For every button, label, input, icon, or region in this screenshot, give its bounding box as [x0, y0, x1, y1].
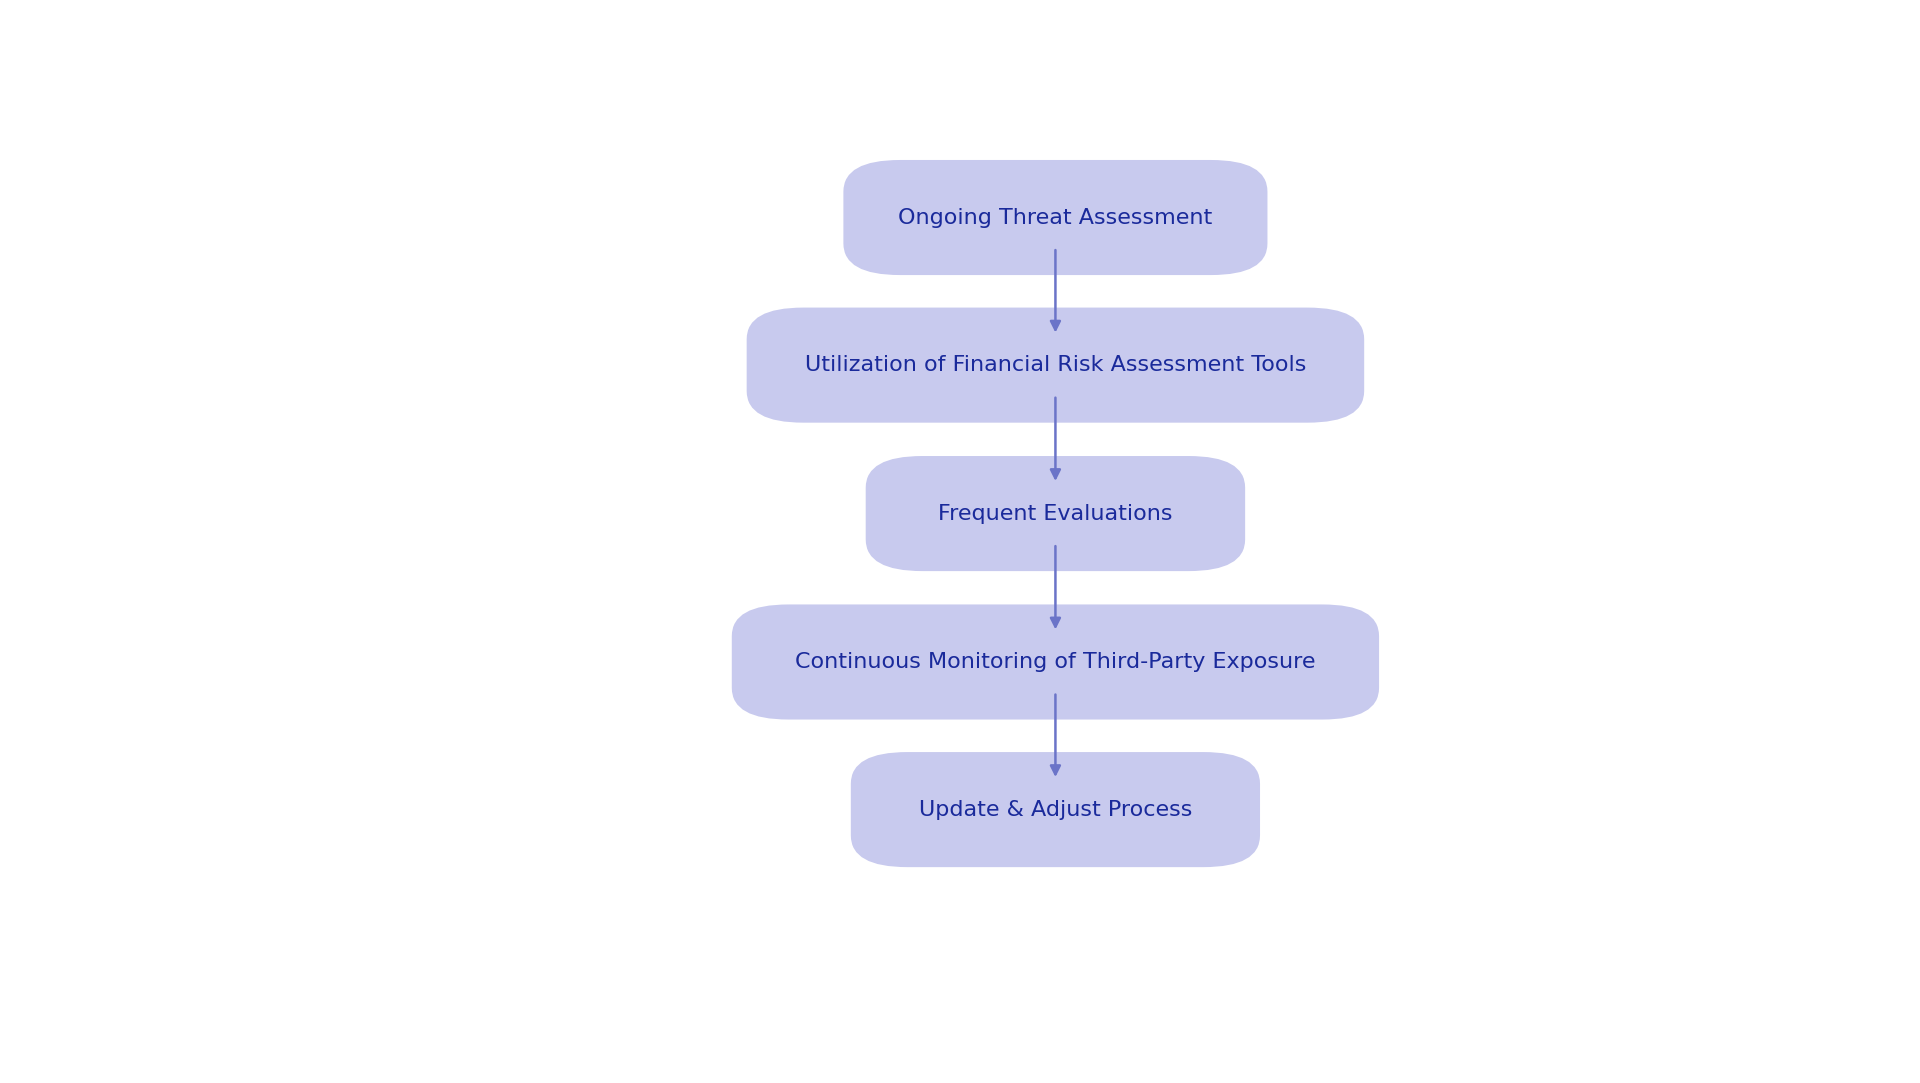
- Text: Utilization of Financial Risk Assessment Tools: Utilization of Financial Risk Assessment…: [804, 355, 1306, 375]
- FancyBboxPatch shape: [747, 308, 1365, 422]
- FancyBboxPatch shape: [851, 752, 1260, 867]
- Text: Frequent Evaluations: Frequent Evaluations: [939, 504, 1173, 523]
- FancyBboxPatch shape: [732, 604, 1379, 719]
- FancyBboxPatch shape: [843, 160, 1267, 275]
- Text: Update & Adjust Process: Update & Adjust Process: [920, 799, 1192, 820]
- Text: Ongoing Threat Assessment: Ongoing Threat Assessment: [899, 208, 1213, 227]
- Text: Continuous Monitoring of Third-Party Exposure: Continuous Monitoring of Third-Party Exp…: [795, 652, 1315, 671]
- FancyBboxPatch shape: [866, 456, 1246, 571]
